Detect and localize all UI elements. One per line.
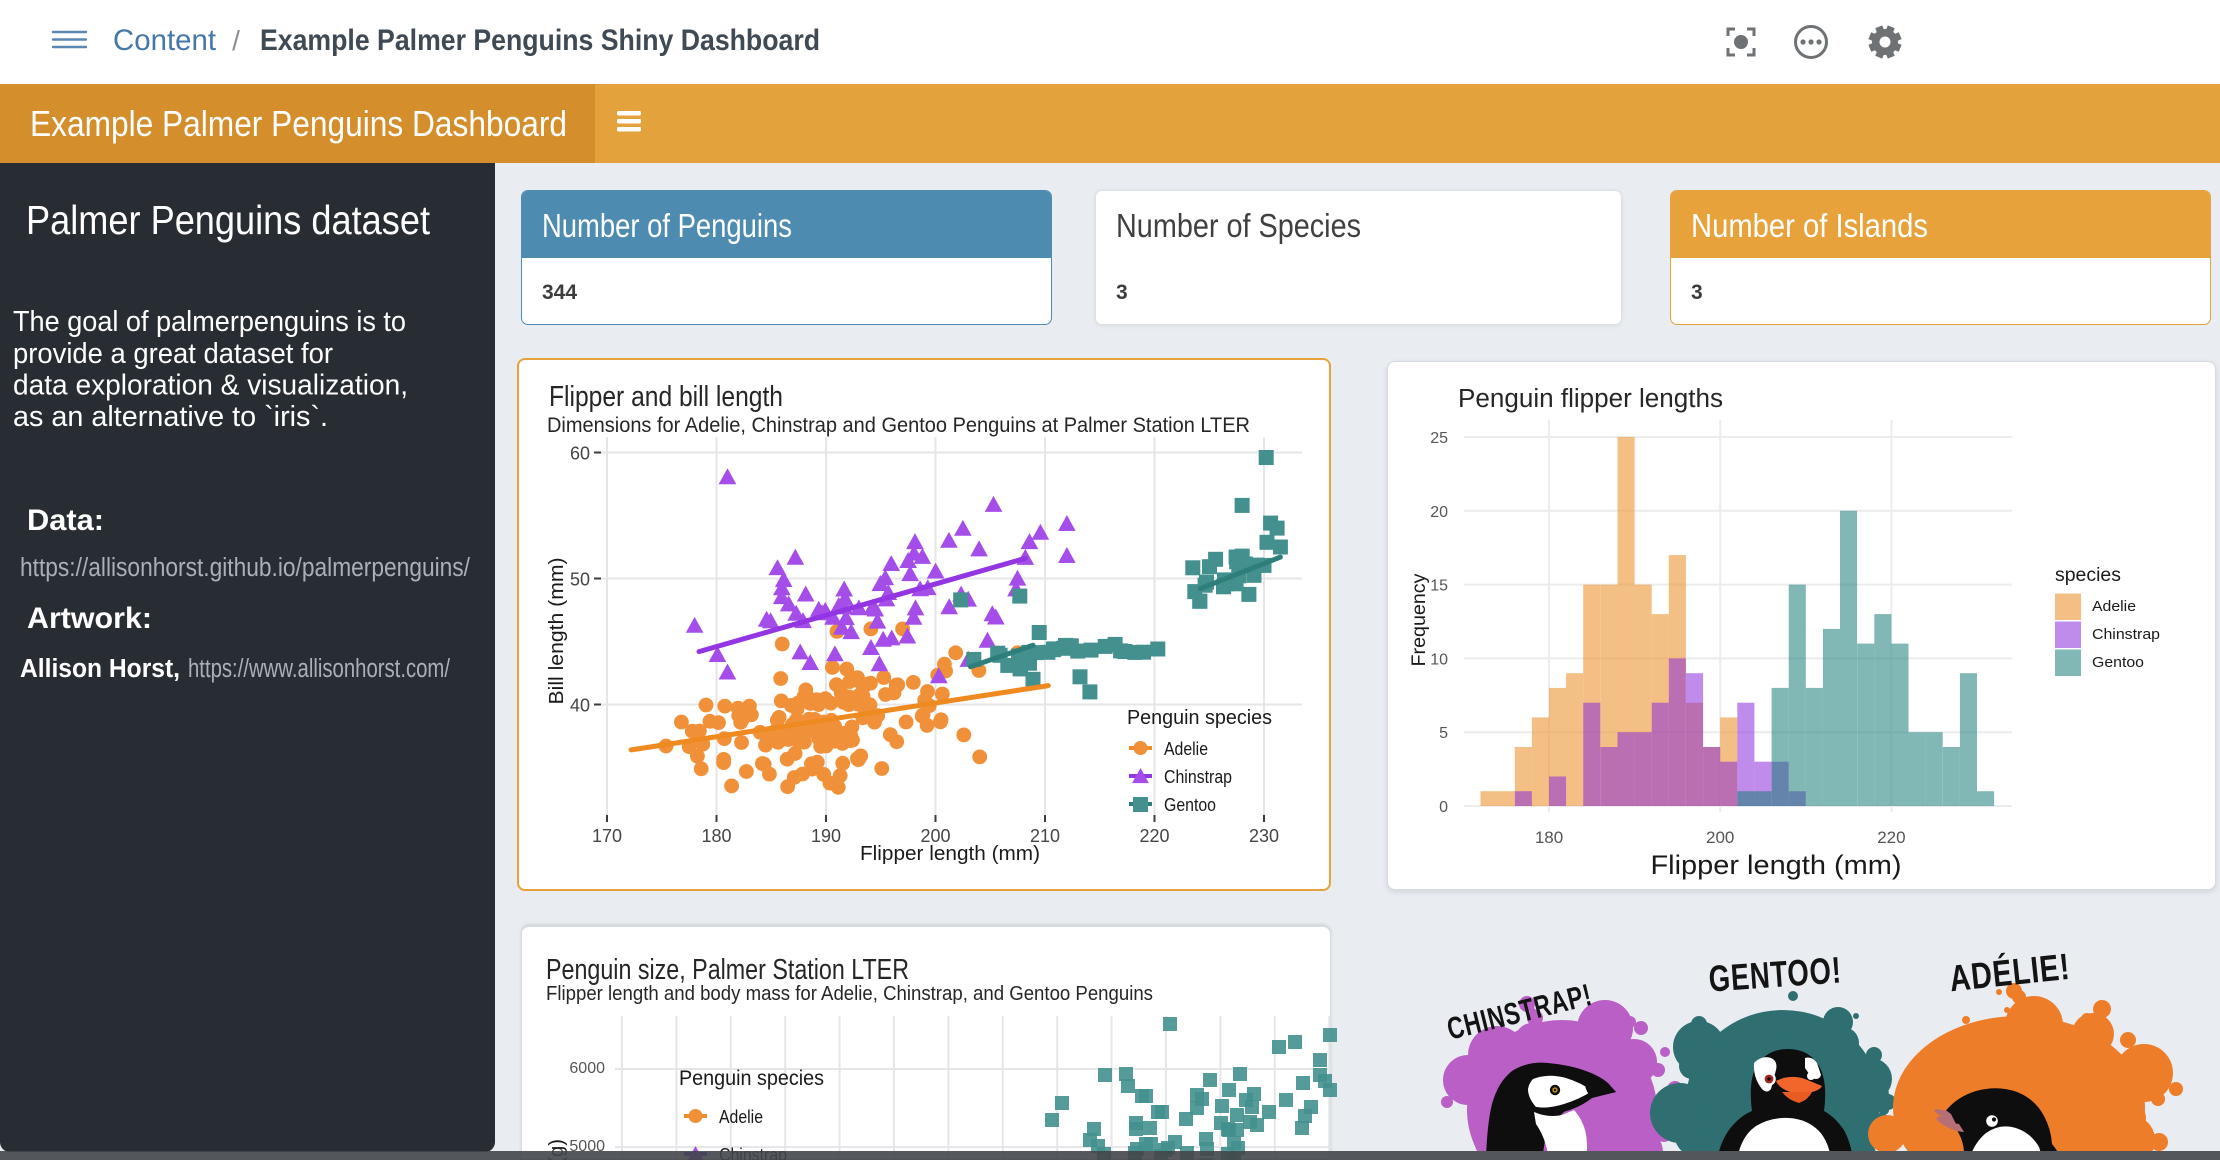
svg-text:data exploration & visualizati: data exploration & visualization, [13, 370, 408, 402]
svg-text:as an alternative to `iris`.: as an alternative to `iris`. [13, 401, 328, 433]
svg-text:Penguin size, Palmer Station L: Penguin size, Palmer Station LTER [546, 954, 909, 986]
svg-text:3: 3 [1116, 281, 1128, 304]
svg-text:10: 10 [1430, 651, 1448, 668]
svg-text:Data:: Data: [27, 504, 104, 537]
svg-text:5: 5 [1439, 725, 1448, 742]
svg-text:3: 3 [1691, 281, 1703, 304]
svg-text:Penguin species: Penguin species [679, 1067, 824, 1090]
svg-text:Penguin flipper lengths: Penguin flipper lengths [1458, 385, 1723, 413]
svg-text:Penguin species: Penguin species [1127, 707, 1272, 729]
svg-text:40: 40 [570, 695, 590, 715]
svg-text:Artwork:: Artwork: [27, 602, 152, 635]
svg-text:Flipper length and body mass f: Flipper length and body mass for Adelie,… [546, 983, 1153, 1005]
svg-text:20: 20 [1430, 504, 1448, 521]
svg-text:0: 0 [1439, 799, 1448, 816]
svg-text:Flipper length (mm): Flipper length (mm) [860, 843, 1040, 865]
svg-text:Dimensions for Adelie, Chinstr: Dimensions for Adelie, Chinstrap and Gen… [547, 414, 1250, 437]
svg-text:Gentoo: Gentoo [1164, 794, 1216, 815]
svg-text:Palmer Penguins dataset: Palmer Penguins dataset [26, 197, 431, 243]
svg-text:Content: Content [113, 24, 217, 57]
svg-text:5000: 5000 [569, 1138, 605, 1155]
svg-text:180: 180 [701, 826, 731, 846]
svg-text:Adelie: Adelie [719, 1106, 763, 1127]
svg-text:ADÉLIE!: ADÉLIE! [1947, 946, 2072, 999]
svg-text:Adelie: Adelie [1164, 738, 1208, 759]
svg-text:/: / [232, 25, 240, 56]
svg-text:Bill length (mm): Bill length (mm) [546, 558, 568, 705]
svg-text:Chinstrap: Chinstrap [2092, 627, 2160, 643]
svg-text:25: 25 [1430, 430, 1448, 447]
svg-text:Adelie: Adelie [2092, 599, 2136, 615]
svg-text:species: species [2055, 564, 2121, 586]
svg-text:190: 190 [811, 826, 841, 846]
svg-text:Flipper length (mm): Flipper length (mm) [1651, 850, 1902, 880]
svg-text:Frequency: Frequency [1408, 573, 1430, 666]
svg-text:344: 344 [542, 281, 577, 304]
svg-text:GENTOO!: GENTOO! [1707, 949, 1843, 999]
svg-text:220: 220 [1139, 826, 1169, 846]
svg-text:Flipper and bill length: Flipper and bill length [549, 381, 783, 413]
svg-text:210: 210 [1030, 826, 1060, 846]
svg-text:provide a great dataset for: provide a great dataset for [13, 338, 333, 370]
svg-text:Chinstrap: Chinstrap [1164, 766, 1232, 787]
svg-text:6000: 6000 [569, 1060, 605, 1077]
svg-text:Number of Islands: Number of Islands [1691, 207, 1928, 244]
svg-text:Number of Species: Number of Species [1116, 207, 1361, 244]
svg-text:Number of Penguins: Number of Penguins [542, 207, 792, 244]
svg-text:50: 50 [570, 569, 590, 589]
svg-text:170: 170 [592, 826, 622, 846]
svg-text:The goal of palmerpenguins is: The goal of palmerpenguins is to [13, 306, 406, 338]
svg-text:15: 15 [1430, 578, 1448, 595]
svg-text:200: 200 [1706, 828, 1734, 847]
svg-text:Allison Horst,: Allison Horst, [20, 655, 180, 683]
svg-text:200: 200 [920, 826, 950, 846]
svg-text:230: 230 [1249, 826, 1279, 846]
svg-text:Example Palmer Penguins Dashbo: Example Palmer Penguins Dashboard [30, 103, 567, 144]
svg-text:https://allisonhorst.github.io: https://allisonhorst.github.io/palmerpen… [20, 554, 471, 582]
svg-text:https://www.allisonhorst.com/: https://www.allisonhorst.com/ [188, 655, 451, 683]
svg-text:Example Palmer Penguins Shiny: Example Palmer Penguins Shiny Dashboard [260, 24, 820, 57]
svg-text:60: 60 [570, 443, 590, 463]
svg-text:180: 180 [1535, 828, 1563, 847]
svg-text:Gentoo: Gentoo [2092, 655, 2144, 671]
svg-text:220: 220 [1877, 828, 1905, 847]
